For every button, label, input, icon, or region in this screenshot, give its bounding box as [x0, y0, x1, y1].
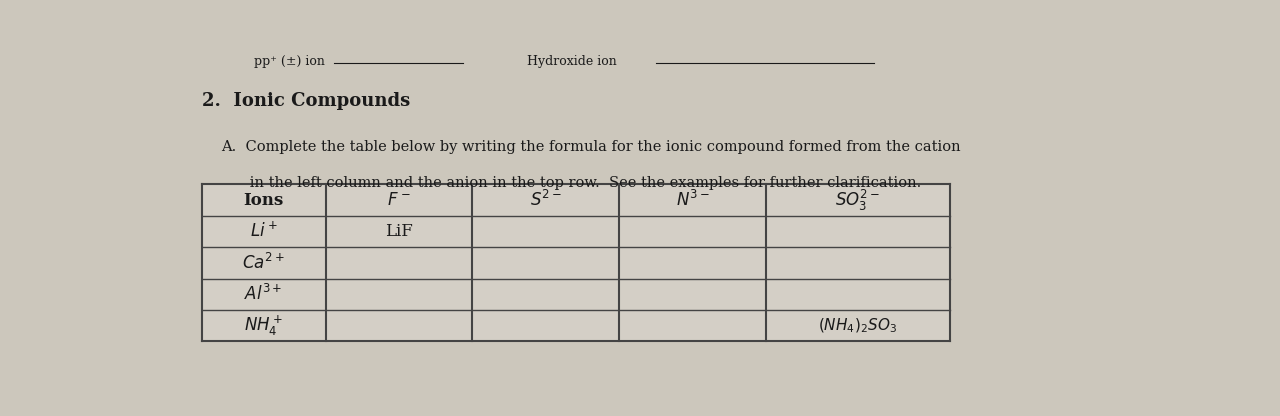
- Text: in the left column and the anion in the top row.  See the examples for further c: in the left column and the anion in the …: [221, 176, 920, 191]
- Text: $F^-$: $F^-$: [388, 191, 411, 209]
- Text: $Li^+$: $Li^+$: [250, 222, 278, 241]
- Text: $(NH_4)_2SO_3$: $(NH_4)_2SO_3$: [818, 317, 897, 335]
- Text: $N^{3-}$: $N^{3-}$: [676, 190, 709, 210]
- Text: $SO_3^{2-}$: $SO_3^{2-}$: [836, 188, 881, 213]
- Text: Ions: Ions: [243, 192, 284, 209]
- Text: pp⁺ (±) ion: pp⁺ (±) ion: [255, 55, 325, 68]
- Text: Hydroxide ion: Hydroxide ion: [527, 55, 617, 68]
- Text: $S^{2-}$: $S^{2-}$: [530, 190, 562, 210]
- Text: LiF: LiF: [385, 223, 413, 240]
- Text: $NH_4^+$: $NH_4^+$: [244, 314, 283, 338]
- Text: $Ca^{2+}$: $Ca^{2+}$: [242, 253, 285, 273]
- Text: A.  Complete the table below by writing the formula for the ionic compound forme: A. Complete the table below by writing t…: [221, 140, 961, 154]
- Text: $Al^{3+}$: $Al^{3+}$: [244, 284, 283, 305]
- Text: 2.  Ionic Compounds: 2. Ionic Compounds: [202, 92, 410, 109]
